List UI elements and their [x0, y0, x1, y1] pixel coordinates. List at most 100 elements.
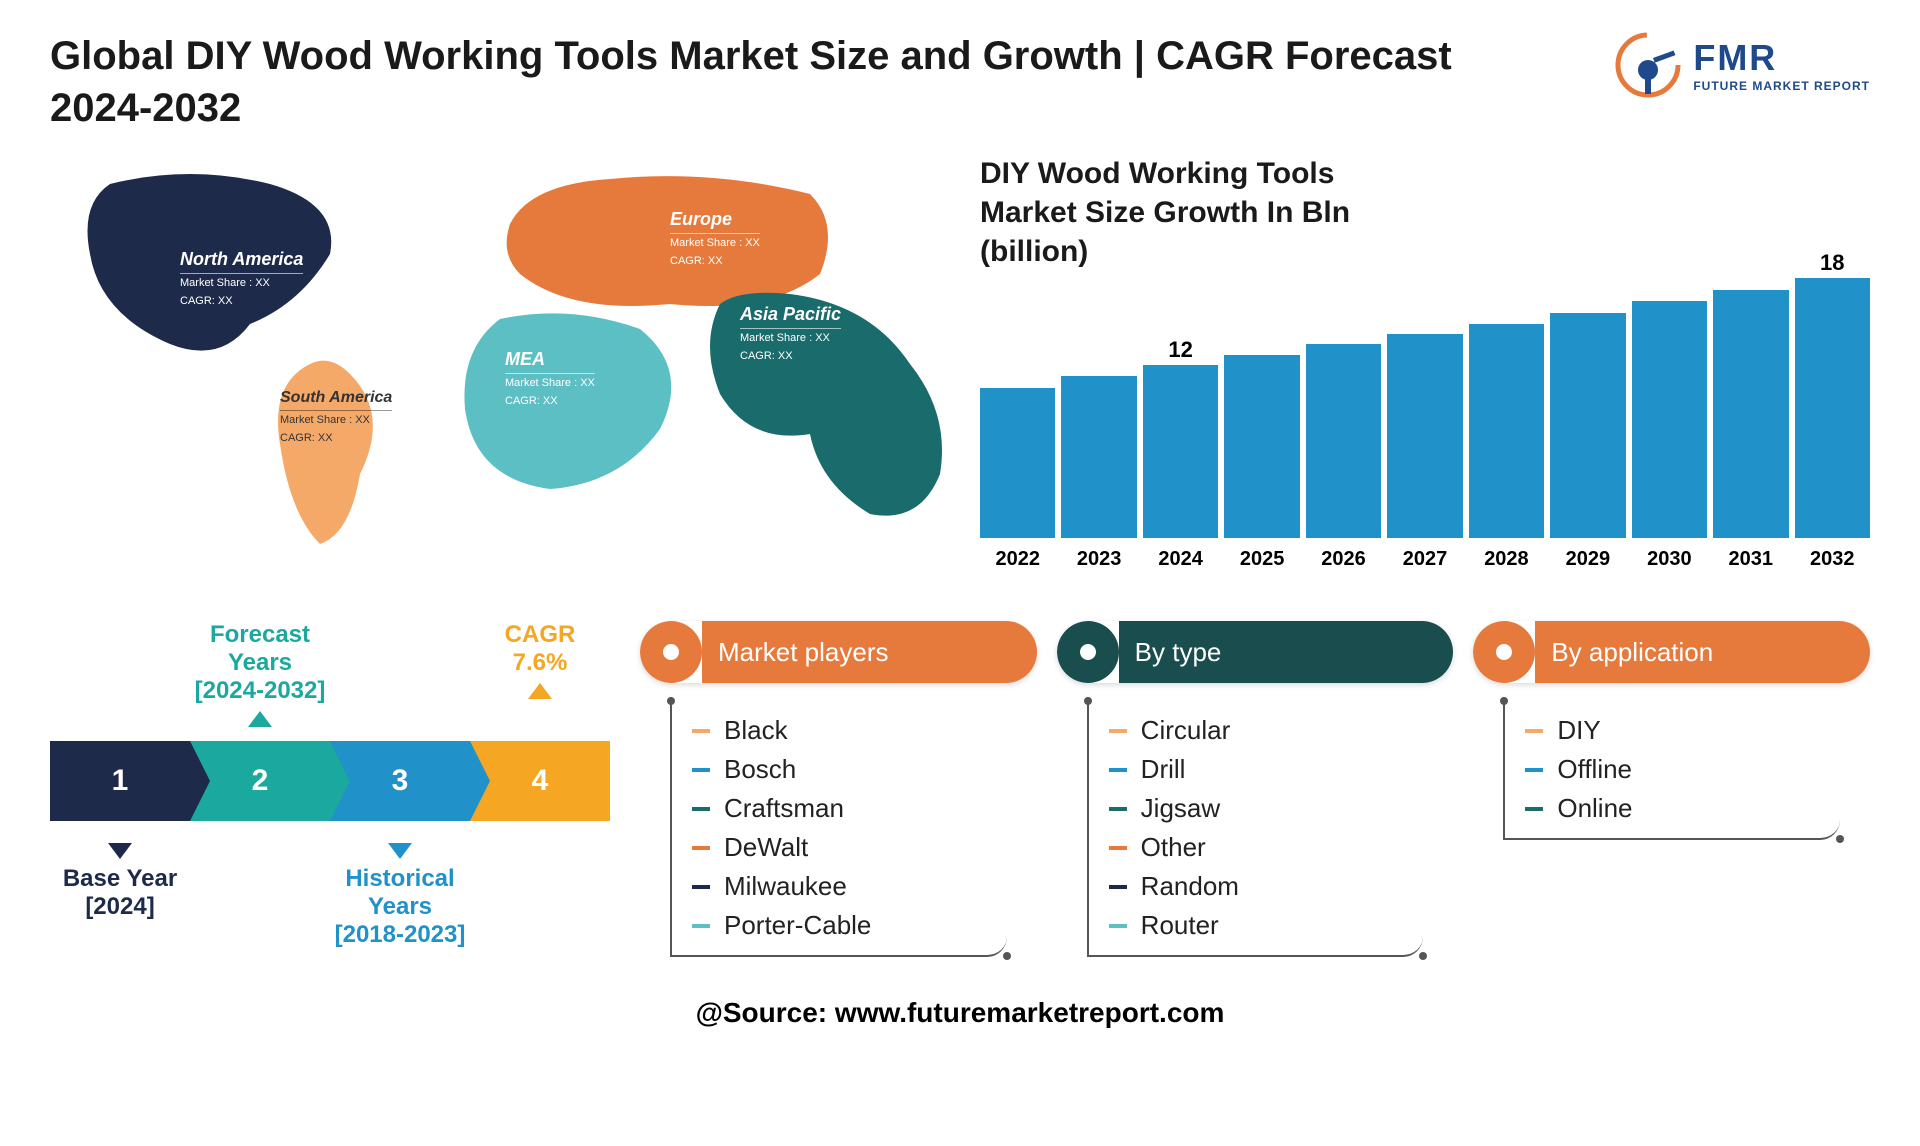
category-header: By type [1057, 621, 1454, 683]
list-item-label: Drill [1141, 754, 1186, 785]
list-item: Online [1505, 789, 1840, 828]
region-share: Market Share : XX [280, 410, 392, 426]
bar-column: 2025 [1224, 355, 1299, 571]
list-item: Random [1089, 867, 1424, 906]
bar-x-label: 2026 [1321, 548, 1366, 571]
bar [1061, 376, 1136, 538]
world-map: North America Market Share : XX CAGR: XX… [50, 154, 940, 554]
logo-text-main: FMR [1693, 37, 1870, 79]
bar-column: 2028 [1469, 324, 1544, 571]
cagr-value: 7.6% [470, 649, 610, 677]
bar [1550, 313, 1625, 538]
bar-chart: DIY Wood Working Tools Market Size Growt… [980, 154, 1870, 571]
category-title: Market players [702, 621, 1037, 683]
region-cagr: CAGR: XX [740, 347, 841, 362]
category-title: By application [1535, 621, 1870, 683]
list-item-label: Bosch [724, 754, 796, 785]
list-item-label: Circular [1141, 715, 1231, 746]
tick-icon [1109, 807, 1127, 811]
bar-column: 2029 [1550, 313, 1625, 571]
logo-icon [1613, 30, 1683, 100]
list-item: Jigsaw [1089, 789, 1424, 828]
list-item-label: Offline [1557, 754, 1632, 785]
base-label: Base Year [50, 865, 190, 893]
bar-x-label: 2024 [1158, 548, 1203, 571]
list-item-label: Jigsaw [1141, 793, 1220, 824]
triangle-down-icon [388, 843, 412, 859]
logo: FMR FUTURE MARKET REPORT [1613, 30, 1870, 100]
bar [1306, 344, 1381, 538]
triangle-up-icon [248, 711, 272, 727]
bar-column: 182032 [1795, 278, 1870, 571]
category-box: By type Circular Drill Jigsaw Other Random Rou… [1057, 621, 1454, 957]
list-item: DeWalt [672, 828, 1007, 867]
list-item: Router [1089, 906, 1424, 945]
list-item-label: Other [1141, 832, 1206, 863]
list-item: Offline [1505, 750, 1840, 789]
bar-value-label: 18 [1820, 250, 1844, 276]
category-dot-icon [640, 621, 702, 683]
tick-icon [1109, 885, 1127, 889]
bar-column: 2023 [1061, 376, 1136, 571]
bar-column: 2022 [980, 388, 1055, 571]
logo-text-sub: FUTURE MARKET REPORT [1693, 79, 1870, 93]
list-item: Milwaukee [672, 867, 1007, 906]
list-item-label: Online [1557, 793, 1632, 824]
list-item: Other [1089, 828, 1424, 867]
tick-icon [1109, 924, 1127, 928]
hist-label: Historical Years [330, 865, 470, 921]
region-label: South America [280, 389, 392, 407]
category-list: Circular Drill Jigsaw Other Random Router [1087, 697, 1424, 957]
list-item-label: DIY [1557, 715, 1600, 746]
bar [1387, 334, 1462, 538]
bar-column: 2030 [1632, 301, 1707, 571]
list-item-label: Porter-Cable [724, 910, 871, 941]
region-label: Asia Pacific [740, 304, 841, 325]
list-item-label: Random [1141, 871, 1239, 902]
list-item: Black [672, 711, 1007, 750]
list-item-label: Craftsman [724, 793, 844, 824]
list-item-label: DeWalt [724, 832, 808, 863]
cagr-label: CAGR [470, 621, 610, 649]
tick-icon [1109, 729, 1127, 733]
list-item: DIY [1505, 711, 1840, 750]
region-cagr: CAGR: XX [670, 252, 760, 267]
list-item: Circular [1089, 711, 1424, 750]
list-item-label: Milwaukee [724, 871, 847, 902]
bar [1632, 301, 1707, 538]
timeline-seg-1: 1 [50, 741, 190, 821]
bar-x-label: 2025 [1240, 548, 1285, 571]
bar-x-label: 2029 [1566, 548, 1611, 571]
tick-icon [692, 807, 710, 811]
tick-icon [1525, 768, 1543, 772]
tick-icon [692, 885, 710, 889]
region-share: Market Share : XX [670, 233, 760, 249]
tick-icon [692, 729, 710, 733]
list-item-label: Black [724, 715, 788, 746]
bar-x-label: 2023 [1077, 548, 1122, 571]
chart-title: DIY Wood Working Tools Market Size Growt… [980, 154, 1400, 271]
bar-x-label: 2027 [1403, 548, 1448, 571]
category-header: By application [1473, 621, 1870, 683]
tick-icon [1109, 768, 1127, 772]
triangle-down-icon [108, 843, 132, 859]
bar-x-label: 2031 [1729, 548, 1774, 571]
category-dot-icon [1057, 621, 1119, 683]
bar-x-label: 2022 [995, 548, 1040, 571]
bar-x-label: 2028 [1484, 548, 1529, 571]
category-box: By application DIY Offline Online [1473, 621, 1870, 957]
list-item: Drill [1089, 750, 1424, 789]
page-title: Global DIY Wood Working Tools Market Siz… [50, 30, 1550, 134]
category-list: DIY Offline Online [1503, 697, 1840, 840]
bar-column: 2031 [1713, 290, 1788, 571]
bar: 18 [1795, 278, 1870, 538]
tick-icon [1109, 846, 1127, 850]
region-share: Market Share : XX [740, 328, 841, 344]
bar [1224, 355, 1299, 538]
list-item: Porter-Cable [672, 906, 1007, 945]
category-box: Market players Black Bosch Craftsman DeWalt M… [640, 621, 1037, 957]
tick-icon [692, 768, 710, 772]
list-item: Bosch [672, 750, 1007, 789]
timeline: Forecast Years [2024-2032] CAGR 7.6% 1 2… [50, 621, 610, 949]
tick-icon [1525, 729, 1543, 733]
